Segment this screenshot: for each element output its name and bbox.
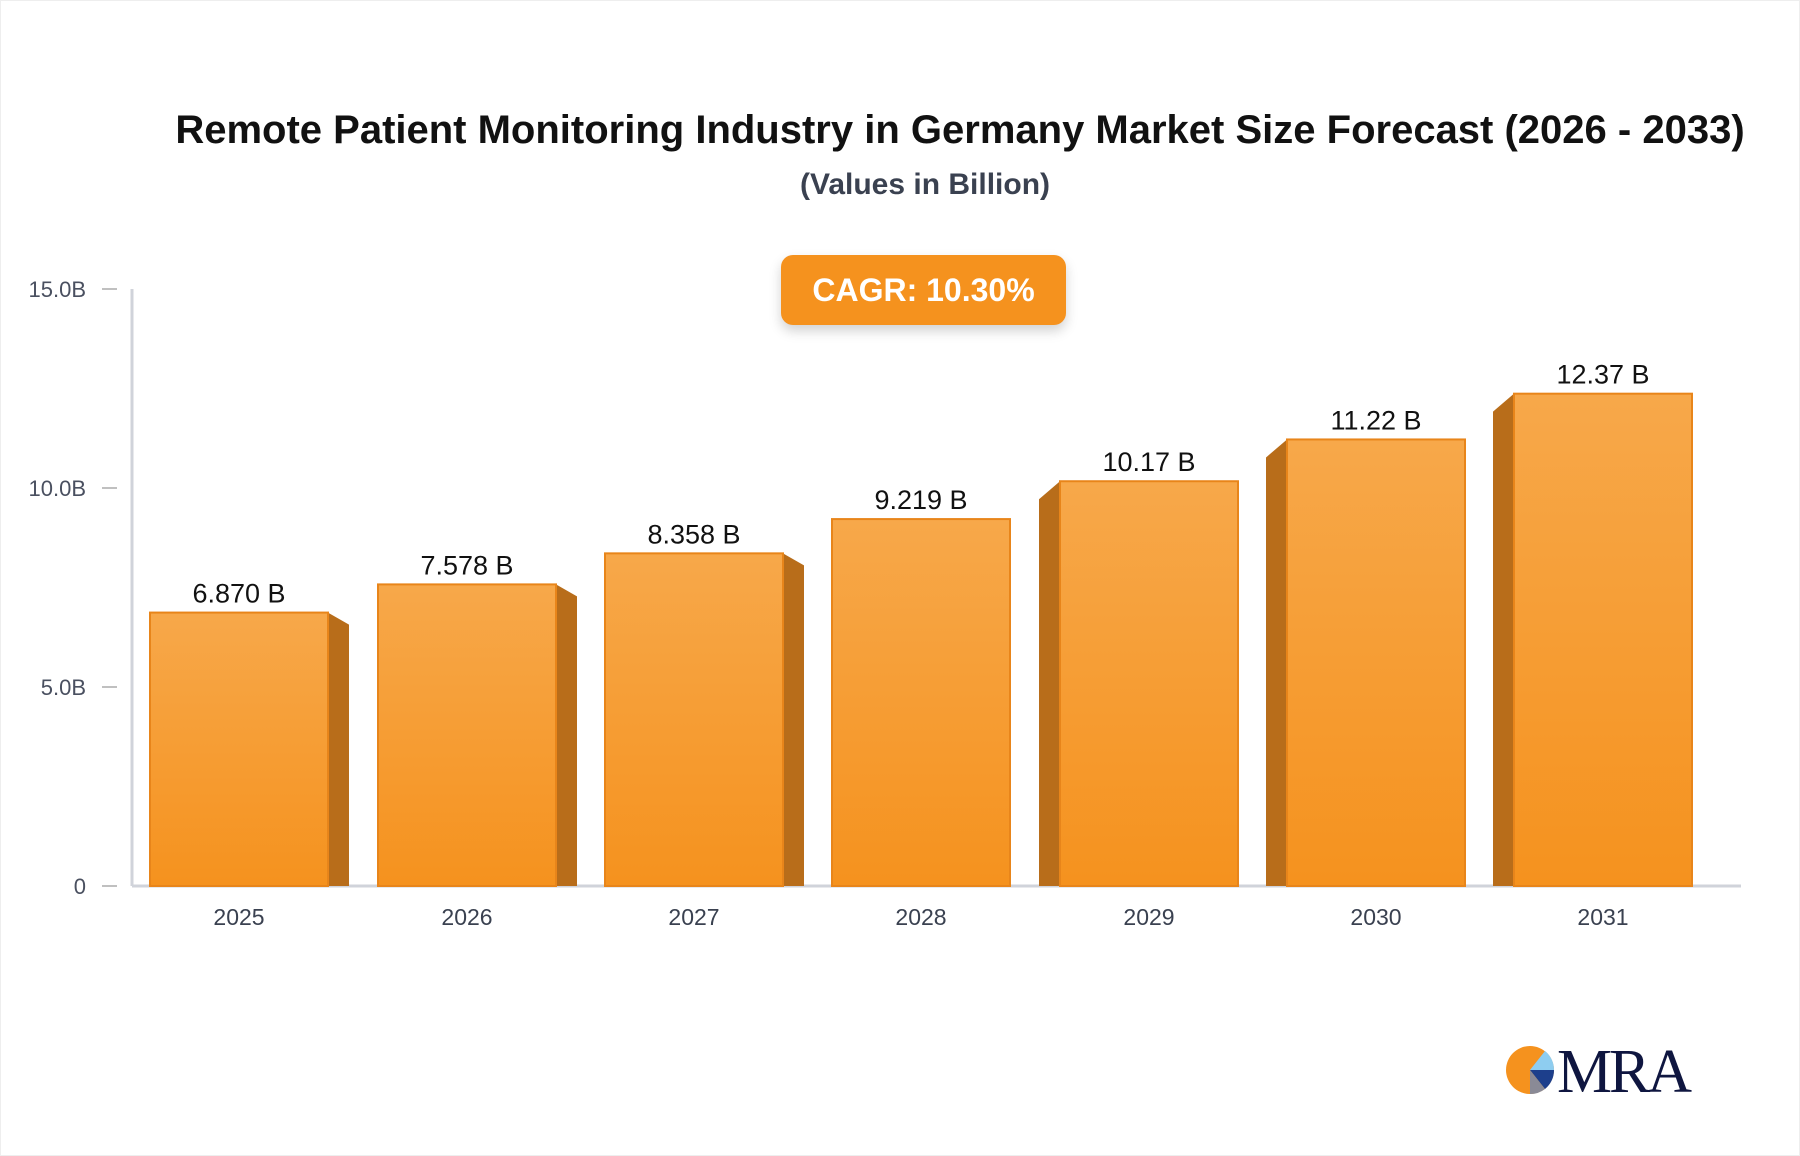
bar-2025 <box>149 611 329 887</box>
x-tick-label: 2030 <box>1350 904 1401 930</box>
bar-2031 <box>1513 392 1693 887</box>
data-label: 6.870 B <box>192 579 285 609</box>
bar-2027 <box>604 552 784 888</box>
chart-title: Remote Patient Monitoring Industry in Ge… <box>175 108 1745 152</box>
data-label: 10.17 B <box>1102 447 1195 477</box>
cagr-badge: CAGR: 10.30% <box>781 255 1066 325</box>
bar-2026 <box>377 583 557 888</box>
bar-side <box>1039 481 1060 886</box>
data-label: 11.22 B <box>1330 405 1421 435</box>
chart-subtitle: (Values in Billion) <box>799 168 1051 201</box>
data-label: 12.37 B <box>1556 360 1649 390</box>
data-label: 8.358 B <box>647 519 740 549</box>
y-tick-label: 10.0B <box>29 476 87 501</box>
bar-side <box>1266 439 1287 886</box>
x-tick-label: 2031 <box>1577 904 1628 930</box>
mra-logo: MRA <box>1506 1040 1692 1100</box>
y-tick-label: 0 <box>74 874 86 899</box>
data-label: 7.578 B <box>420 550 513 580</box>
bar-side <box>556 584 577 886</box>
bar-side <box>328 612 349 886</box>
x-tick-label: 2025 <box>213 904 264 930</box>
bar-2030 <box>1286 438 1466 887</box>
bar-2028 <box>831 518 1011 887</box>
y-tick-label: 5.0B <box>41 675 86 700</box>
x-tick-label: 2028 <box>895 904 946 930</box>
bar-2029 <box>1059 480 1239 887</box>
x-tick-label: 2026 <box>441 904 492 930</box>
logo-text: MRA <box>1557 1040 1692 1100</box>
data-label: 9.219 B <box>874 485 967 515</box>
bar-side <box>783 553 804 886</box>
x-tick-label: 2027 <box>668 904 719 930</box>
x-tick-label: 2029 <box>1123 904 1174 930</box>
y-tick-label: 15.0B <box>29 277 87 302</box>
bar-side <box>1493 393 1514 886</box>
